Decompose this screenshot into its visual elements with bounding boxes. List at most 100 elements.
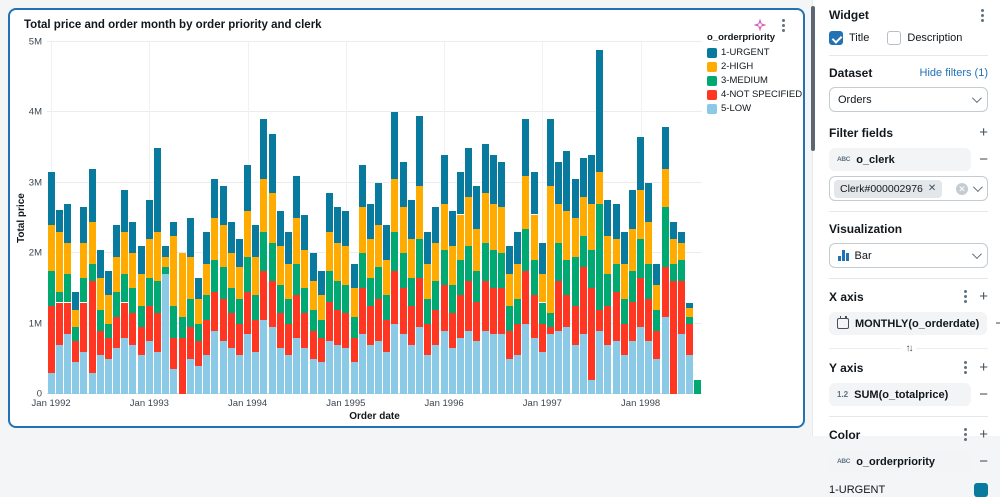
bar-segment[interactable] (154, 147, 162, 233)
bar-segment[interactable] (268, 242, 276, 282)
bar-segment[interactable] (522, 119, 530, 176)
color-field-pill[interactable]: ABC o_orderpriority (829, 450, 972, 473)
bar-segment[interactable] (47, 306, 55, 373)
bar-segment[interactable] (317, 337, 325, 363)
bar-segment[interactable] (440, 249, 448, 285)
bar-segment[interactable] (620, 263, 628, 299)
bar-segment[interactable] (145, 277, 153, 306)
bar-segment[interactable] (481, 330, 489, 394)
bar-segment[interactable] (637, 277, 645, 328)
bar-segment[interactable] (145, 239, 153, 278)
bar-segment[interactable] (342, 246, 350, 285)
bar-segment[interactable] (211, 179, 219, 218)
bar-segment[interactable] (530, 172, 538, 215)
bar-segment[interactable] (309, 309, 317, 331)
bar-segment[interactable] (669, 221, 677, 240)
bar-segment[interactable] (661, 126, 669, 169)
bar-segment[interactable] (137, 355, 145, 394)
bar-segment[interactable] (244, 210, 252, 257)
bar-segment[interactable] (489, 154, 497, 204)
bar-segment[interactable] (604, 274, 612, 306)
bar-segment[interactable] (522, 270, 530, 324)
bar-segment[interactable] (96, 330, 104, 356)
y-axis-menu-icon[interactable] (959, 361, 971, 375)
bar-segment[interactable] (563, 295, 571, 328)
bar-segment[interactable] (252, 295, 260, 321)
bar-segment[interactable] (203, 263, 211, 296)
bar-segment[interactable] (121, 302, 129, 338)
bar-segment[interactable] (424, 232, 432, 264)
bar-segment[interactable] (481, 193, 489, 243)
bar-segment[interactable] (669, 263, 677, 282)
bar-segment[interactable] (317, 320, 325, 338)
bar-segment[interactable] (399, 207, 407, 254)
bar-segment[interactable] (154, 281, 162, 314)
bar-segment[interactable] (88, 281, 96, 373)
title-checkbox[interactable] (829, 31, 843, 45)
dataset-select[interactable]: Orders (829, 87, 988, 112)
bar-segment[interactable] (432, 344, 440, 394)
color-menu-icon[interactable] (959, 428, 971, 442)
bar-segment[interactable] (55, 291, 63, 303)
bar-segment[interactable] (432, 281, 440, 310)
legend-item[interactable]: 2-HIGH (707, 61, 803, 72)
bar-segment[interactable] (530, 214, 538, 261)
bar-segment[interactable] (571, 179, 579, 218)
bar-segment[interactable] (260, 179, 268, 233)
description-checkbox[interactable] (887, 31, 902, 45)
bar-segment[interactable] (334, 242, 342, 282)
legend-item[interactable]: 3-MEDIUM (707, 75, 803, 86)
bar-segment[interactable] (514, 298, 522, 324)
bar-segment[interactable] (285, 298, 293, 324)
bar-segment[interactable] (203, 320, 211, 356)
bar-segment[interactable] (301, 214, 309, 250)
bar-segment[interactable] (104, 323, 112, 338)
add-color-button[interactable]: + (979, 426, 988, 443)
bar-segment[interactable] (538, 323, 546, 352)
bar-segment[interactable] (637, 137, 645, 190)
bar-segment[interactable] (391, 112, 399, 180)
bar-segment[interactable] (366, 344, 374, 394)
bar-segment[interactable] (587, 288, 595, 380)
bar-segment[interactable] (194, 298, 202, 324)
bar-segment[interactable] (211, 218, 219, 261)
bar-segment[interactable] (252, 256, 260, 296)
bar-segment[interactable] (407, 277, 415, 306)
bar-segment[interactable] (440, 284, 448, 331)
bar-segment[interactable] (481, 144, 489, 194)
bar-segment[interactable] (276, 348, 284, 394)
filter-value-combobox[interactable]: Clerk#000002976 ✕ ✕ (829, 176, 988, 201)
bar-segment[interactable] (268, 193, 276, 243)
bar-segment[interactable] (145, 306, 153, 342)
bar-segment[interactable] (637, 327, 645, 394)
bar-segment[interactable] (186, 358, 194, 394)
bar-segment[interactable] (375, 225, 383, 268)
bar-segment[interactable] (563, 151, 571, 211)
bar-segment[interactable] (587, 154, 595, 204)
bar-segment[interactable] (145, 341, 153, 394)
bar-segment[interactable] (514, 355, 522, 394)
bar-segment[interactable] (47, 225, 55, 271)
bar-segment[interactable] (55, 344, 63, 394)
bar-segment[interactable] (260, 119, 268, 180)
bar-segment[interactable] (416, 186, 424, 240)
bar-segment[interactable] (186, 218, 194, 257)
bar-segment[interactable] (350, 263, 358, 289)
legend-item[interactable]: 1-URGENT (707, 47, 803, 58)
bar-segment[interactable] (80, 351, 88, 394)
bar-segment[interactable] (309, 358, 317, 394)
bar-segment[interactable] (194, 323, 202, 342)
bar-segment[interactable] (235, 239, 243, 268)
bar-segment[interactable] (170, 369, 178, 394)
bar-segment[interactable] (424, 298, 432, 324)
bar-segment[interactable] (268, 327, 276, 394)
bar-segment[interactable] (645, 263, 653, 299)
bar-segment[interactable] (432, 309, 440, 345)
bar-segment[interactable] (96, 309, 104, 331)
bar-segment[interactable] (579, 196, 587, 236)
bar-segment[interactable] (678, 260, 686, 282)
bar-segment[interactable] (399, 161, 407, 208)
bar-segment[interactable] (432, 242, 440, 282)
bar-segment[interactable] (47, 172, 55, 226)
bar-segment[interactable] (162, 246, 170, 257)
